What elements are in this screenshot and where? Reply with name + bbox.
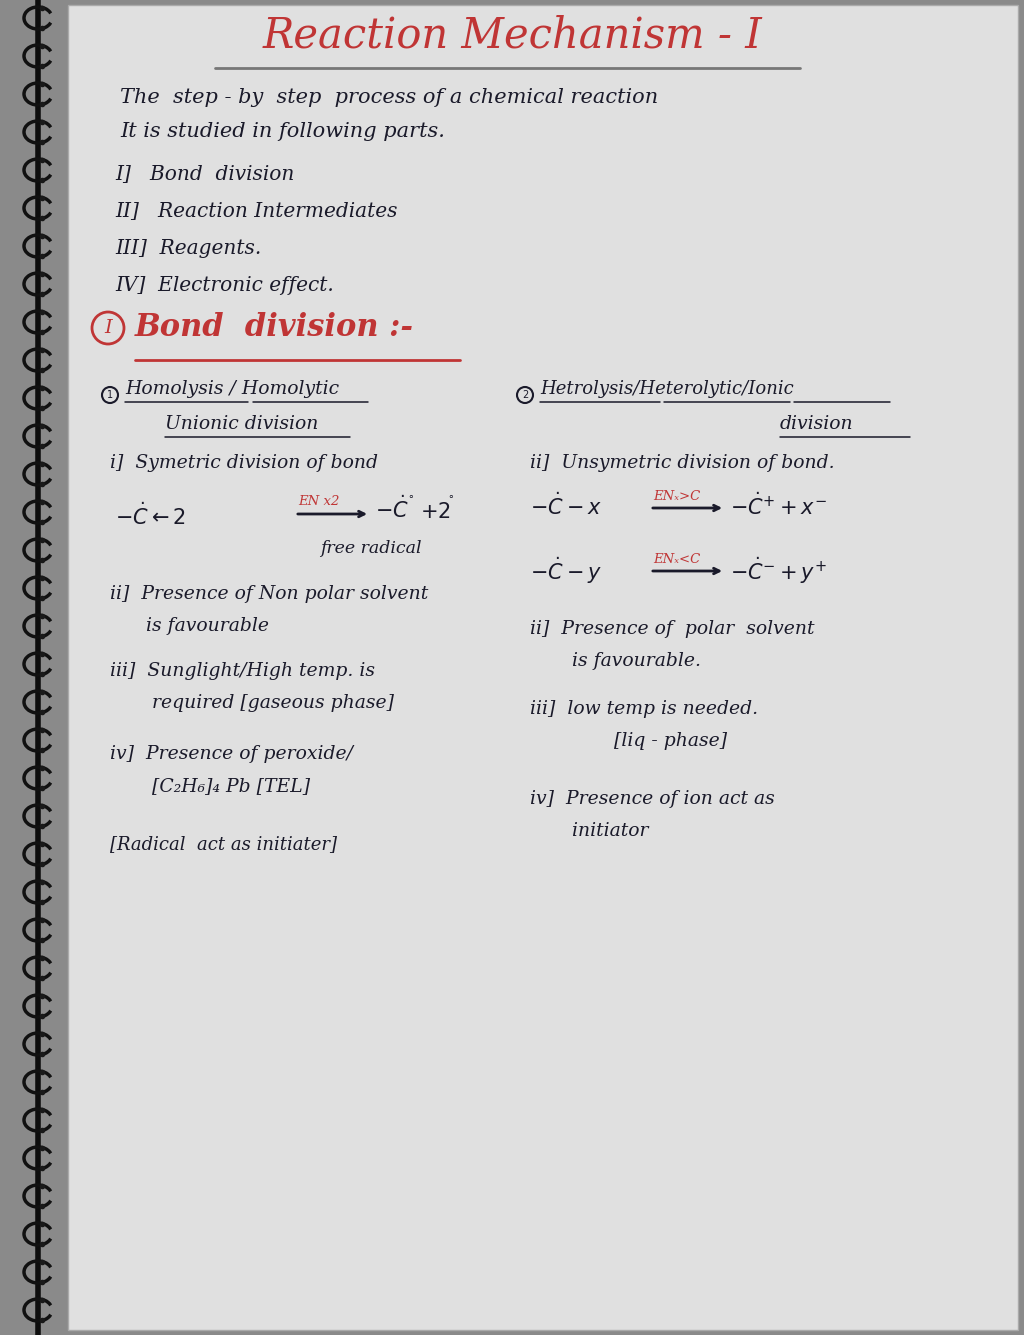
Text: $-\dot{C}^{+} + x^{-}$: $-\dot{C}^{+} + x^{-}$ <box>730 493 826 519</box>
Text: Bond  division :-: Bond division :- <box>135 312 414 343</box>
Text: $^\circ$: $^\circ$ <box>445 493 455 507</box>
Text: ii]  Presence of  polar  solvent: ii] Presence of polar solvent <box>530 619 814 638</box>
Text: iv]  Presence of peroxide/: iv] Presence of peroxide/ <box>110 745 353 764</box>
Text: is favourable.: is favourable. <box>530 651 701 670</box>
FancyBboxPatch shape <box>68 5 1018 1330</box>
Text: It is studied in following parts.: It is studied in following parts. <box>120 121 444 142</box>
Text: $^\circ$: $^\circ$ <box>406 493 415 507</box>
Text: ENₓ<C: ENₓ<C <box>653 553 700 566</box>
Text: I]   Bond  division: I] Bond division <box>115 166 294 184</box>
Text: [C₂H₆]₄ Pb [TEL]: [C₂H₆]₄ Pb [TEL] <box>110 777 310 796</box>
Text: Reaction Mechanism - I: Reaction Mechanism - I <box>262 15 762 57</box>
Text: $-\dot{C} \leftarrow 2$: $-\dot{C} \leftarrow 2$ <box>115 502 185 529</box>
Text: iii]  Sunglight/High temp. is: iii] Sunglight/High temp. is <box>110 662 375 680</box>
Text: $-\dot{C} - x$: $-\dot{C} - x$ <box>530 493 602 519</box>
Text: II]   Reaction Intermediates: II] Reaction Intermediates <box>115 202 397 222</box>
Text: is favourable: is favourable <box>110 617 269 635</box>
Text: free radical: free radical <box>319 539 422 557</box>
Text: IV]  Electronic effect.: IV] Electronic effect. <box>115 276 334 295</box>
Text: I: I <box>104 319 112 336</box>
Text: Homolysis / Homolytic: Homolysis / Homolytic <box>125 380 339 398</box>
Text: i]  Symetric division of bond: i] Symetric division of bond <box>110 454 378 473</box>
Text: division: division <box>780 415 854 433</box>
Text: [liq - phase]: [liq - phase] <box>530 732 727 750</box>
Text: initiator: initiator <box>530 822 648 840</box>
Text: iv]  Presence of ion act as: iv] Presence of ion act as <box>530 790 775 808</box>
Text: $-\dot{C}$: $-\dot{C}$ <box>375 495 409 522</box>
Text: ii]  Presence of Non polar solvent: ii] Presence of Non polar solvent <box>110 585 428 603</box>
Text: $+ 2$: $+ 2$ <box>420 502 451 522</box>
Text: [Radical  act as initiater]: [Radical act as initiater] <box>110 834 337 853</box>
Text: The  step - by  step  process of a chemical reaction: The step - by step process of a chemical… <box>120 88 658 107</box>
Text: iii]  low temp is needed.: iii] low temp is needed. <box>530 700 758 718</box>
Text: ENₓ>C: ENₓ>C <box>653 490 700 503</box>
Text: 1: 1 <box>106 390 113 400</box>
Text: 2: 2 <box>522 390 528 400</box>
Text: EN x2: EN x2 <box>298 495 339 509</box>
Text: ii]  Unsymetric division of bond.: ii] Unsymetric division of bond. <box>530 454 835 473</box>
Text: required [gaseous phase]: required [gaseous phase] <box>110 694 394 712</box>
Text: $-\dot{C} - y$: $-\dot{C} - y$ <box>530 555 602 586</box>
Text: III]  Reagents.: III] Reagents. <box>115 239 261 258</box>
Text: $-\dot{C}^{-} + y^{+}$: $-\dot{C}^{-} + y^{+}$ <box>730 555 826 586</box>
Text: Unionic division: Unionic division <box>165 415 318 433</box>
Text: Hetrolysis/Heterolytic/Ionic: Hetrolysis/Heterolytic/Ionic <box>540 380 794 398</box>
